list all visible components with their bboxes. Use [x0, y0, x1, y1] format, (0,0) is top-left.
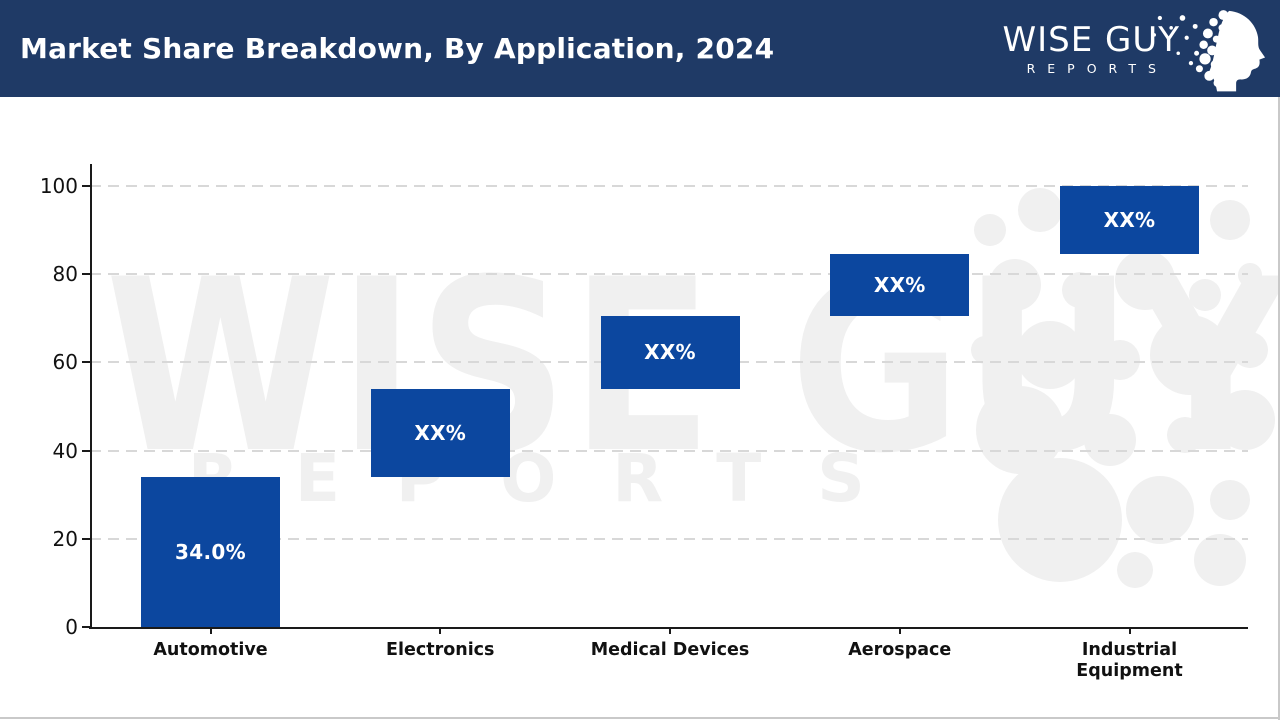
y-tick-label-20: 20: [52, 526, 78, 551]
bar-segment: XX%: [830, 254, 970, 317]
wiseguy-logo: WISE GUY REPORTS: [1002, 6, 1280, 92]
page-right-border: [1278, 97, 1280, 720]
gridline-20: [90, 537, 1248, 540]
x-tick: [1128, 627, 1131, 634]
x-tick: [209, 627, 212, 634]
gridline-80: [90, 273, 1248, 276]
bar-value-label: XX%: [1103, 208, 1156, 233]
y-tick-label-40: 40: [52, 438, 78, 463]
bar-value-label: XX%: [644, 340, 696, 365]
x-tick: [439, 627, 442, 634]
y-tick-label-100: 100: [39, 174, 78, 198]
gridline-40: [90, 449, 1248, 452]
x-tick-label: Automotive: [153, 640, 268, 660]
bar-segment: XX%: [1060, 186, 1199, 255]
gridline-100: [90, 185, 1248, 187]
x-tick: [669, 627, 671, 634]
y-tick-0: [82, 626, 90, 628]
x-tick-label: Electronics: [386, 640, 495, 660]
y-tick-label-60: 60: [52, 350, 78, 375]
x-tick-label: Aerospace: [848, 640, 952, 660]
bar-segment: XX%: [370, 388, 510, 478]
bar-value-label: 34.0%: [175, 540, 246, 565]
y-tick-label-0: 0: [65, 615, 78, 639]
page-bottom-border: [0, 717, 1280, 719]
bar-segment: XX%: [600, 316, 740, 389]
y-tick-60: [82, 361, 90, 364]
y-tick-label-80: 80: [52, 262, 78, 287]
y-tick-80: [82, 273, 90, 276]
y-tick-20: [82, 537, 90, 540]
wiseguy-logo-text: WISE GUY REPORTS: [1002, 22, 1180, 76]
wiseguy-head-icon: [1152, 9, 1266, 91]
bar-value-label: XX%: [414, 420, 467, 445]
y-tick-100: [82, 185, 90, 187]
wiseguy-logo-line1: WISE GUY: [1002, 19, 1180, 60]
x-tick-label: Industrial Equipment: [1076, 640, 1183, 681]
page-title: Market Share Breakdown, By Application, …: [20, 32, 775, 65]
bar-segment: 34.0%: [141, 477, 280, 627]
x-tick-label: Medical Devices: [590, 640, 750, 660]
y-axis-spine: [90, 164, 92, 629]
y-tick-40: [82, 449, 90, 452]
bar-value-label: XX%: [873, 273, 926, 298]
x-axis-spine: [89, 627, 1248, 629]
wiseguy-logo-line2: REPORTS: [1026, 60, 1168, 76]
x-tick: [898, 627, 901, 634]
header-bar: Market Share Breakdown, By Application, …: [0, 0, 1280, 97]
